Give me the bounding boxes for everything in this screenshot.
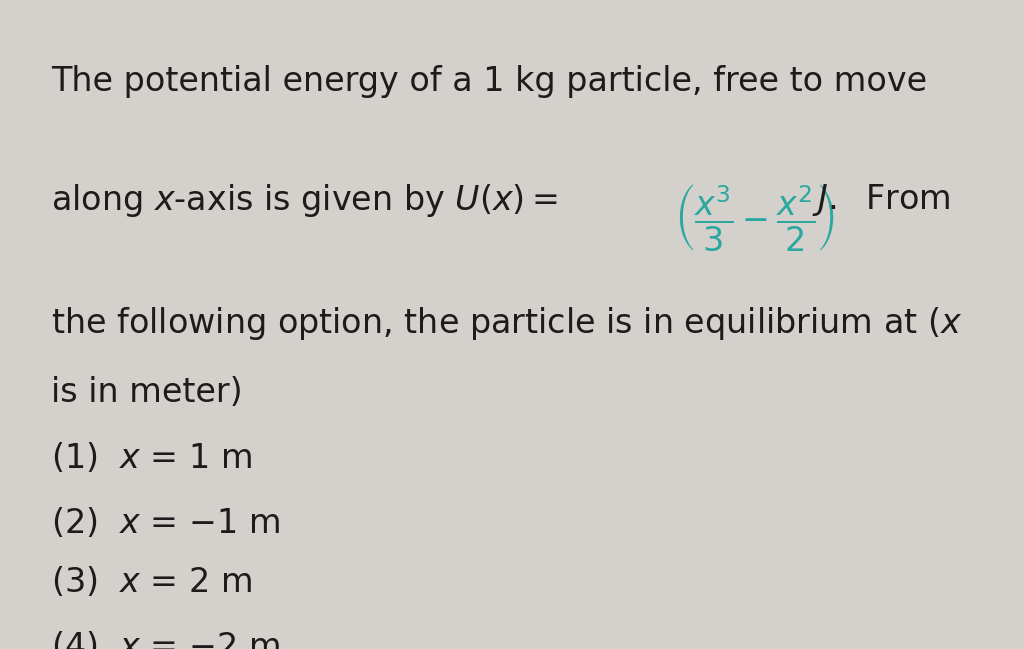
Text: (1)  $x$ = 1 m: (1) $x$ = 1 m (51, 441, 252, 475)
Text: $J.$  From: $J.$ From (812, 182, 950, 217)
Text: along $x$-axis is given by $U(x)=$: along $x$-axis is given by $U(x)=$ (51, 182, 558, 219)
Text: (3)  $x$ = 2 m: (3) $x$ = 2 m (51, 565, 252, 598)
Text: is in meter): is in meter) (51, 376, 243, 410)
Text: (2)  $x$ = −1 m: (2) $x$ = −1 m (51, 506, 281, 540)
Text: the following option, the particle is in equilibrium at ($x$: the following option, the particle is in… (51, 305, 963, 342)
Text: (4)  $x$ = −2 m: (4) $x$ = −2 m (51, 630, 281, 649)
Text: The potential energy of a 1 kg particle, free to move: The potential energy of a 1 kg particle,… (51, 65, 928, 98)
Text: $\left(\dfrac{x^3}{3}-\dfrac{x^2}{2}\right)$: $\left(\dfrac{x^3}{3}-\dfrac{x^2}{2}\rig… (675, 182, 836, 252)
